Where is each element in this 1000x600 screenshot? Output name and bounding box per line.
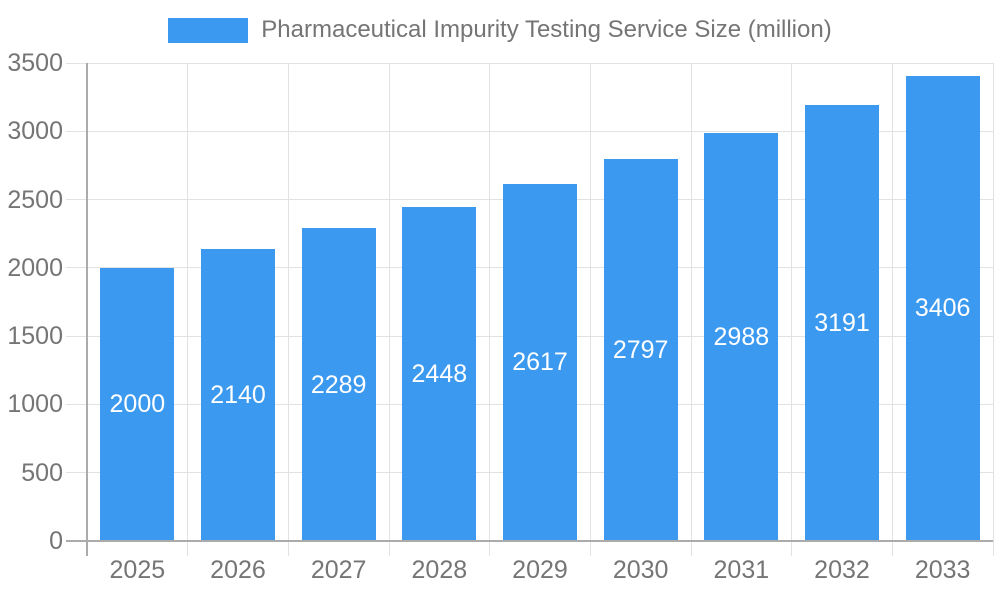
- bar-value-label: 3191: [814, 309, 870, 338]
- x-gridline: [589, 63, 591, 556]
- x-axis-tick-label: 2025: [109, 556, 166, 584]
- y-axis-tick-label: 1500: [7, 322, 63, 351]
- y-axis-tick-label: 2500: [7, 185, 63, 214]
- bar-value-label: 3406: [914, 294, 971, 323]
- x-axis-tick-label: 2027: [310, 556, 367, 584]
- y-axis-tick-label: 3500: [7, 49, 63, 77]
- x-gridline: [690, 63, 692, 556]
- bar-value-label: 2988: [713, 322, 770, 351]
- bar[interactable]: [100, 267, 175, 541]
- x-axis-tick-label: 2032: [814, 556, 870, 584]
- bar[interactable]: [503, 183, 577, 541]
- bar-value-label: 2140: [210, 380, 266, 409]
- chart-legend[interactable]: Pharmaceutical Impurity Testing Service …: [0, 12, 1000, 48]
- legend-swatch-icon: [168, 17, 249, 43]
- bar[interactable]: [905, 75, 980, 541]
- y-gridline: [66, 130, 993, 132]
- bar[interactable]: [704, 132, 779, 541]
- bar[interactable]: [201, 248, 275, 541]
- x-gridline: [992, 63, 994, 556]
- y-axis-tick-label: 2000: [7, 253, 63, 282]
- bar[interactable]: [301, 228, 376, 541]
- y-axis-tick-label: 0: [49, 527, 63, 555]
- bar-value-label: 2448: [411, 359, 468, 388]
- y-axis-line: [86, 63, 88, 556]
- y-gridline: [66, 62, 993, 64]
- x-axis-tick-label: 2029: [512, 556, 568, 584]
- y-axis-tick-label: 1000: [7, 390, 63, 419]
- x-gridline: [791, 63, 793, 556]
- bar-value-label: 2617: [512, 348, 568, 377]
- x-axis-tick-label: 2030: [612, 556, 669, 584]
- bar-value-label: 2000: [109, 390, 166, 419]
- legend-label: Pharmaceutical Impurity Testing Service …: [261, 16, 832, 43]
- bar[interactable]: [603, 159, 678, 541]
- x-gridline: [489, 63, 491, 556]
- y-axis-tick-label: 3000: [7, 117, 63, 146]
- x-gridline: [891, 63, 893, 556]
- bar[interactable]: [805, 105, 879, 541]
- x-axis-tick-label: 2028: [411, 556, 468, 584]
- x-gridline: [388, 63, 390, 556]
- y-axis-tick-label: 500: [21, 458, 63, 487]
- x-gridline: [287, 63, 289, 556]
- bar-value-label: 2289: [310, 370, 367, 399]
- x-axis-line: [66, 540, 993, 542]
- x-axis-tick-label: 2026: [210, 556, 266, 584]
- x-axis-tick-label: 2031: [713, 556, 770, 584]
- bar[interactable]: [402, 206, 477, 541]
- x-gridline: [187, 63, 189, 556]
- bar-value-label: 2797: [612, 336, 669, 364]
- x-axis-tick-label: 2033: [914, 556, 971, 584]
